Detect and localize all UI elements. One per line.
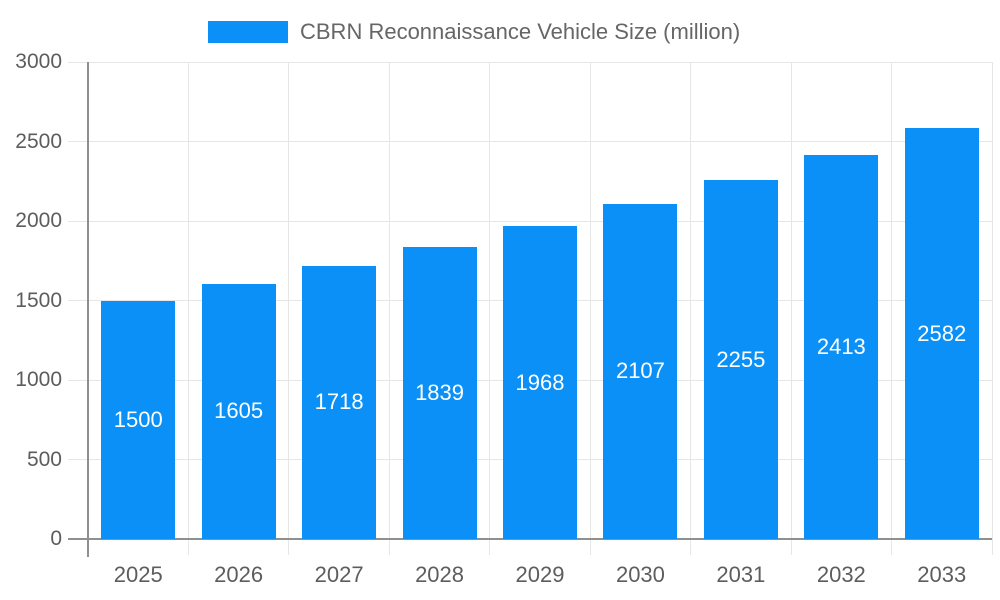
category-boundary-gridline — [891, 62, 893, 555]
x-tick-label: 2028 — [415, 562, 465, 587]
y-axis-line — [87, 62, 89, 557]
bar-value-label: 1968 — [515, 369, 565, 395]
y-tick-label: 2500 — [15, 129, 62, 153]
y-tick-label: 0 — [50, 527, 62, 550]
bar-value-label: 1500 — [113, 406, 163, 432]
bar — [101, 300, 176, 539]
x-tick-label: 2032 — [816, 562, 866, 587]
bar — [703, 180, 778, 539]
y-tick-label: 1500 — [15, 288, 62, 312]
category-boundary-gridline — [991, 62, 993, 555]
category-boundary-gridline — [489, 62, 491, 555]
x-tick-label: 2026 — [214, 562, 264, 587]
y-gridline — [68, 141, 992, 142]
bar-value-label: 2107 — [615, 358, 665, 384]
x-axis-line — [68, 538, 992, 540]
bar — [804, 155, 879, 539]
y-gridline — [68, 220, 992, 222]
bar — [904, 128, 979, 539]
bar-value-label: 1839 — [415, 379, 465, 405]
bar-value-label: 2413 — [816, 334, 866, 360]
legend-label: CBRN Reconnaissance Vehicle Size (millio… — [300, 19, 741, 44]
category-boundary-gridline — [288, 62, 290, 555]
bar — [201, 283, 276, 539]
bar — [302, 265, 377, 539]
y-gridline — [68, 61, 992, 63]
y-tick-label: 500 — [26, 447, 62, 471]
legend-swatch — [208, 21, 288, 43]
bar-value-label: 1605 — [214, 398, 264, 424]
x-tick-label: 2033 — [917, 562, 967, 587]
y-tick-label: 3000 — [15, 50, 62, 73]
x-tick-label: 2025 — [113, 562, 163, 587]
category-boundary-gridline — [187, 62, 189, 555]
bar — [503, 226, 577, 539]
bar — [402, 246, 477, 539]
x-tick-label: 2029 — [515, 562, 565, 587]
bar-value-label: 1718 — [314, 389, 364, 415]
y-tick-label: 2000 — [15, 209, 62, 232]
x-tick-label: 2031 — [716, 562, 766, 587]
bar — [603, 203, 678, 539]
x-tick-label: 2030 — [615, 562, 665, 587]
bar-value-label: 2582 — [917, 320, 967, 346]
category-boundary-gridline — [690, 62, 692, 555]
y-tick-label: 1000 — [15, 368, 62, 391]
x-tick-label: 2027 — [314, 562, 364, 587]
category-boundary-gridline — [388, 62, 390, 555]
bar-value-label: 2255 — [716, 346, 766, 372]
category-boundary-gridline — [790, 62, 792, 555]
category-boundary-gridline — [589, 62, 591, 555]
